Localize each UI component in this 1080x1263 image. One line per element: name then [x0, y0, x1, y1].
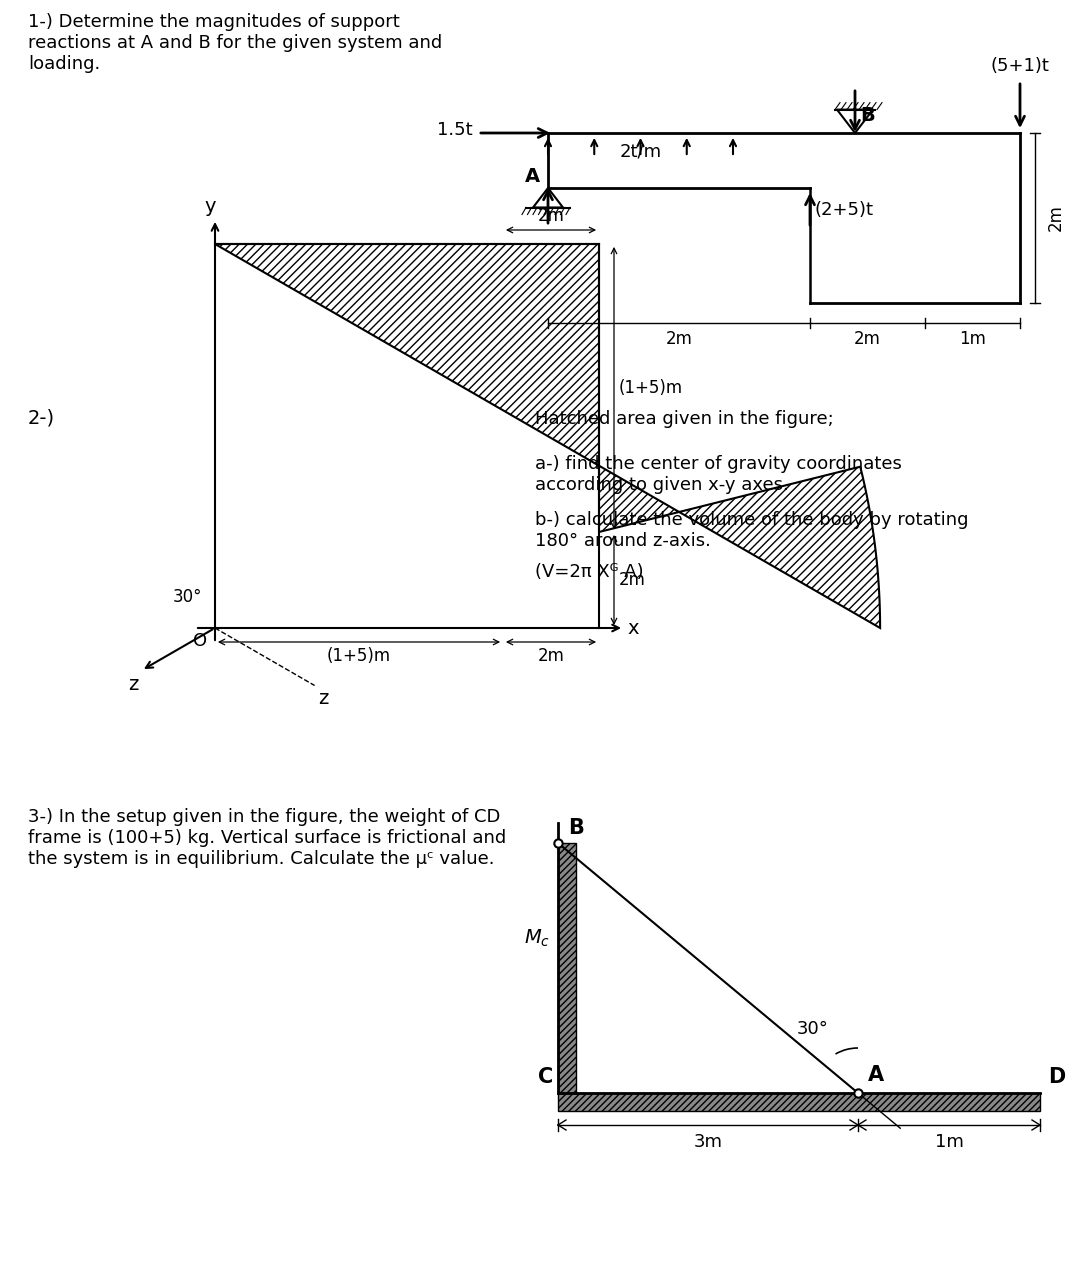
Text: (2+5)t: (2+5)t	[815, 201, 874, 218]
Text: O: O	[193, 632, 207, 650]
Text: 30°: 30°	[173, 589, 203, 606]
Text: 3-) In the setup given in the figure, the weight of CD
frame is (100+5) kg. Vert: 3-) In the setup given in the figure, th…	[28, 808, 507, 868]
Text: y: y	[204, 197, 216, 216]
Bar	[558, 1092, 1040, 1111]
Text: B: B	[860, 106, 875, 125]
Text: 1m: 1m	[959, 330, 986, 349]
Text: 2t/m: 2t/m	[620, 143, 662, 160]
Text: 2m: 2m	[665, 330, 692, 349]
Text: (1+5)m: (1+5)m	[619, 379, 684, 397]
Text: 2m: 2m	[854, 330, 881, 349]
Text: b-) calculate the volume of the body by rotating
180° around z-axis.: b-) calculate the volume of the body by …	[535, 512, 969, 549]
Text: 2m: 2m	[538, 207, 565, 225]
Text: a-) find the center of gravity coordinates
according to given x-y axes.: a-) find the center of gravity coordinat…	[535, 455, 902, 494]
Text: 2m: 2m	[619, 571, 646, 589]
Text: 1.5t: 1.5t	[437, 121, 473, 139]
Text: (1+5)m: (1+5)m	[327, 647, 391, 666]
Text: (5+1)t: (5+1)t	[990, 57, 1050, 75]
Text: x: x	[627, 619, 638, 638]
Text: C: C	[538, 1067, 553, 1087]
Text: D: D	[1048, 1067, 1065, 1087]
Text: $M_c$: $M_c$	[524, 927, 550, 949]
Polygon shape	[215, 244, 880, 628]
Text: 30°: 30°	[797, 1021, 829, 1038]
Text: A: A	[525, 167, 540, 186]
Text: 3m: 3m	[693, 1133, 723, 1151]
Text: 2m: 2m	[538, 647, 565, 666]
Text: 2-): 2-)	[28, 408, 55, 427]
Text: 1m: 1m	[934, 1133, 963, 1151]
Text: (V=2π Xᴳ A): (V=2π Xᴳ A)	[535, 563, 644, 581]
Text: A: A	[868, 1065, 885, 1085]
Text: Hatched area given in the figure;: Hatched area given in the figure;	[535, 410, 834, 428]
Text: z: z	[129, 676, 138, 695]
Bar	[558, 842, 576, 1092]
Text: z: z	[319, 690, 329, 709]
Text: 2m: 2m	[1047, 205, 1065, 231]
Text: B: B	[568, 818, 584, 837]
Text: 1-) Determine the magnitudes of support
reactions at A and B for the given syste: 1-) Determine the magnitudes of support …	[28, 13, 442, 72]
